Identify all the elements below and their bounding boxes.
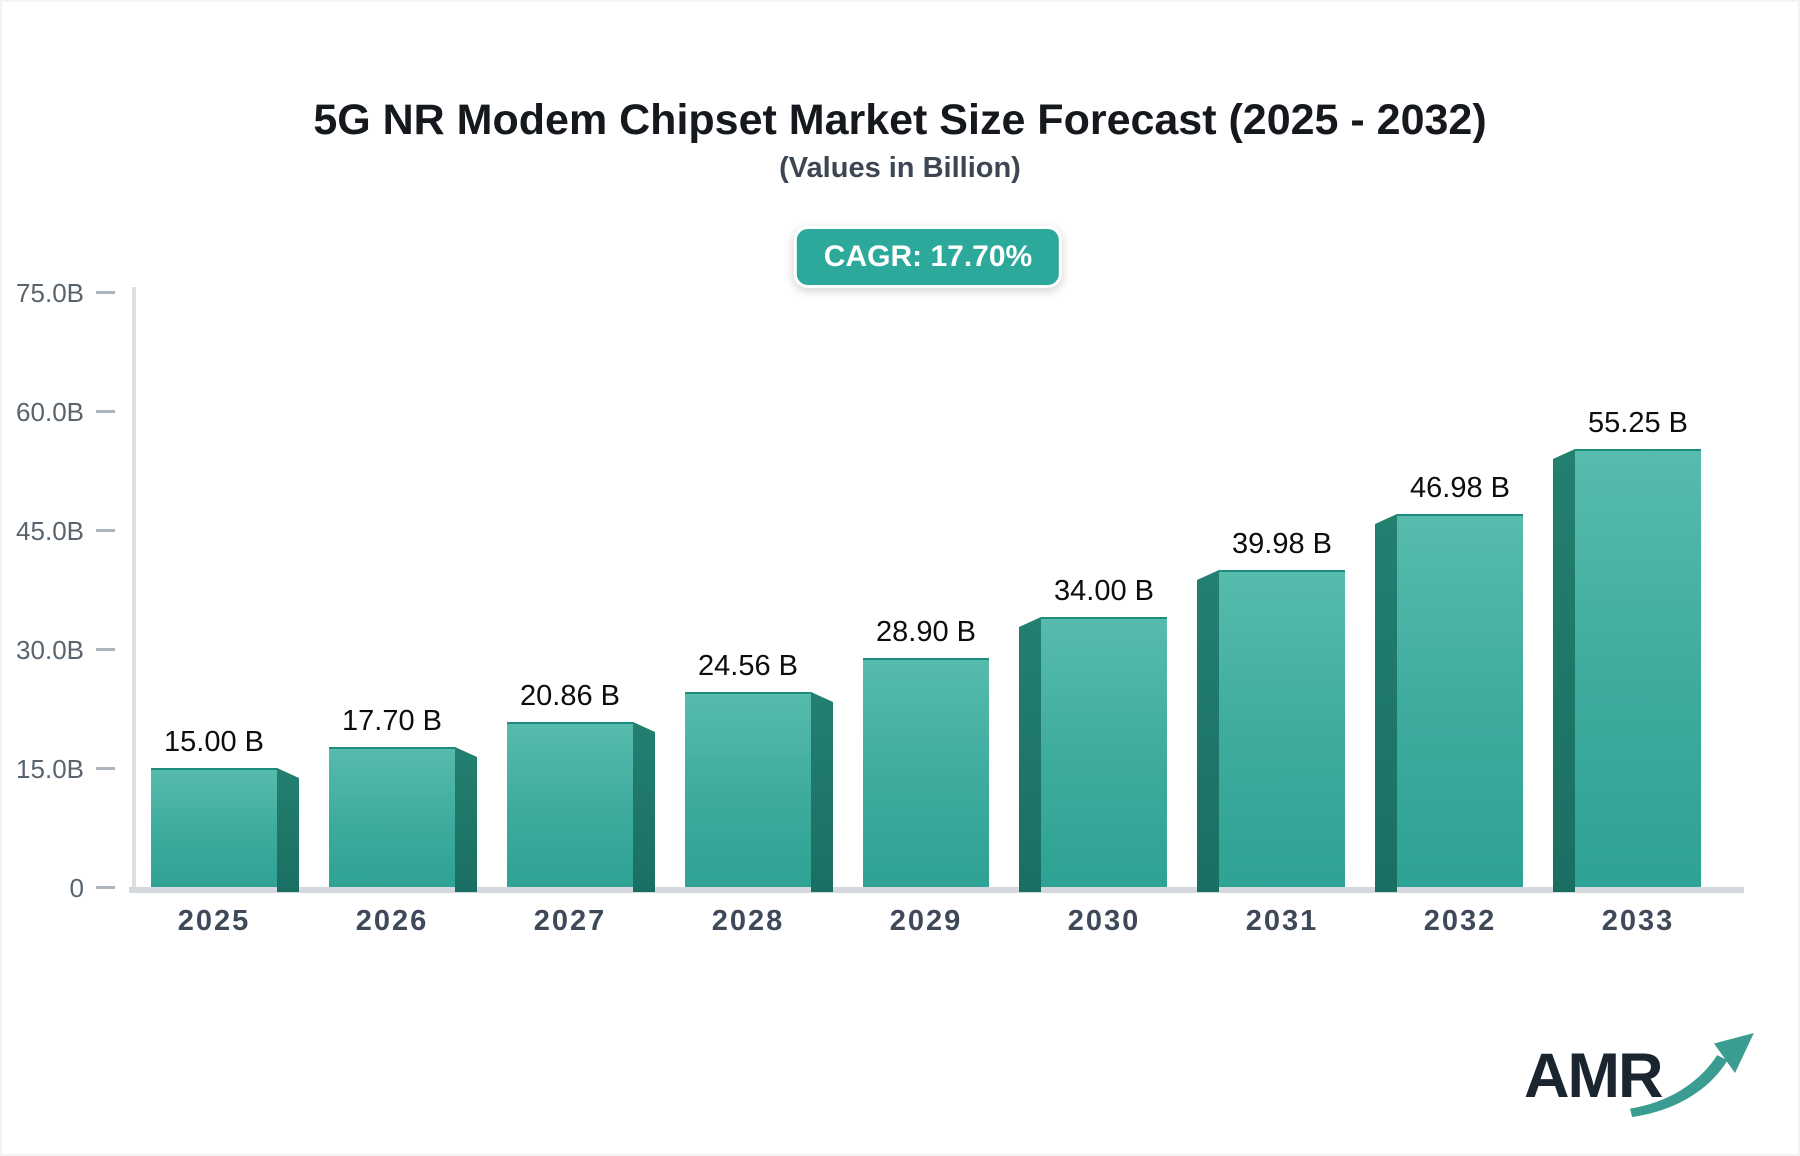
bar-2028[interactable] [685, 692, 811, 887]
y-axis-tick-label-60.0B: 60.0B [16, 397, 84, 427]
bar-value-label-2029: 28.90 B [876, 616, 976, 648]
y-axis-tick-label-30.0B: 30.0B [16, 635, 84, 665]
bar-2029[interactable] [863, 658, 989, 887]
y-axis-tick-label-15.0B: 15.0B [16, 754, 84, 784]
chart-subtitle: (Values in Billion) [779, 152, 1021, 184]
bar-side-2032 [1375, 514, 1397, 892]
amr-logo: AMR [1524, 1032, 1764, 1132]
x-axis-label-2031: 2031 [1245, 905, 1319, 937]
amr-logo-text: AMR [1524, 1041, 1663, 1111]
bar-side-2027 [633, 722, 655, 892]
x-axis-label-2030: 2030 [1067, 905, 1141, 937]
bar-value-label-2033: 55.25 B [1588, 407, 1688, 439]
y-axis-tick-label-0: 0 [69, 873, 84, 903]
bar-2027[interactable] [507, 722, 633, 887]
x-axis-label-2033: 2033 [1601, 905, 1675, 937]
bar-2030[interactable] [1041, 617, 1167, 887]
bar-2033[interactable] [1575, 449, 1701, 887]
y-axis-tick-mark [96, 886, 115, 889]
y-axis-tick-mark [96, 410, 115, 413]
x-axis-label-2027: 2027 [533, 905, 607, 937]
bar-value-label-2026: 17.70 B [342, 705, 442, 737]
y-axis-tick-mark [96, 529, 115, 532]
y-axis-tick-mark [96, 291, 115, 294]
x-axis-baseline [129, 887, 1744, 893]
cagr-badge: CAGR: 17.70% [793, 226, 1063, 288]
growth-arrow-icon [1630, 1033, 1754, 1118]
bar-value-label-2025: 15.00 B [164, 726, 264, 758]
bar-side-2025 [277, 768, 299, 892]
y-axis-tick-mark [96, 767, 115, 770]
x-axis-label-2029: 2029 [889, 905, 963, 937]
x-axis-label-2025: 2025 [177, 905, 251, 937]
bar-2025[interactable] [151, 768, 277, 887]
y-axis-line [132, 287, 136, 893]
bar-value-label-2031: 39.98 B [1232, 528, 1332, 560]
bar-value-label-2027: 20.86 B [520, 680, 620, 712]
x-axis-label-2026: 2026 [355, 905, 429, 937]
bar-value-label-2030: 34.00 B [1054, 575, 1154, 607]
x-axis-label-2028: 2028 [711, 905, 785, 937]
y-axis-tick-label-75.0B: 75.0B [16, 278, 84, 308]
bar-2031[interactable] [1219, 570, 1345, 887]
y-axis-tick-mark [96, 648, 115, 651]
bar-value-label-2028: 24.56 B [698, 650, 798, 682]
bar-2032[interactable] [1397, 514, 1523, 887]
chart-title: 5G NR Modem Chipset Market Size Forecast… [313, 96, 1487, 144]
bar-side-2026 [455, 747, 477, 892]
x-axis-label-2032: 2032 [1423, 905, 1497, 937]
bar-side-2033 [1553, 449, 1575, 892]
bar-side-2030 [1019, 617, 1041, 892]
bar-value-label-2032: 46.98 B [1410, 472, 1510, 504]
bar-side-2028 [811, 692, 833, 892]
bar-side-2031 [1197, 570, 1219, 892]
y-axis-tick-label-45.0B: 45.0B [16, 516, 84, 546]
bar-2026[interactable] [329, 747, 455, 887]
